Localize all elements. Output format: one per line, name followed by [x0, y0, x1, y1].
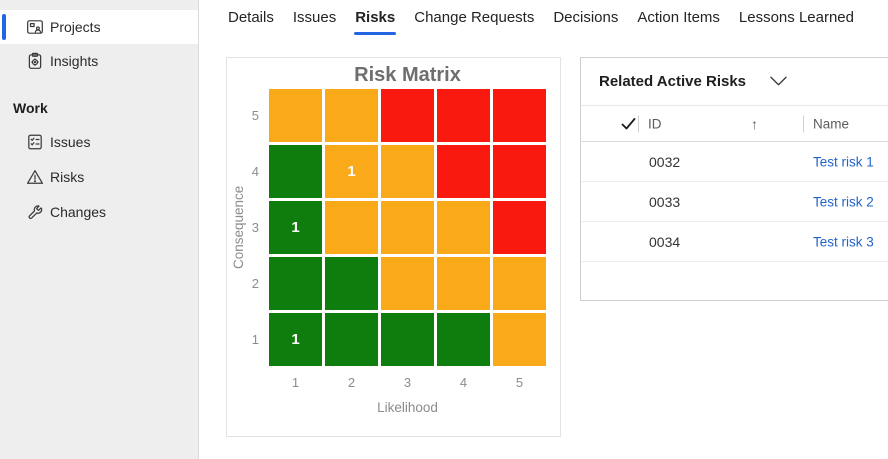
projects-icon [26, 18, 44, 36]
sidebar-item-label: Insights [50, 53, 99, 69]
matrix-cell[interactable] [325, 89, 378, 142]
matrix-cell[interactable] [325, 313, 378, 366]
matrix-cell[interactable] [437, 201, 490, 254]
sidebar-main-nav: Projects Insights [0, 10, 198, 78]
risk-grid-header: ID ↑ Name [581, 105, 888, 142]
related-risks-panel: Related Active Risks ID ↑ Name 0032 Test … [580, 57, 888, 301]
matrix-cell[interactable] [325, 257, 378, 310]
table-row[interactable]: 0032 Test risk 1 [581, 142, 888, 182]
y-tick: 5 [251, 108, 259, 123]
sidebar: Projects Insights Work [0, 0, 199, 459]
cell-count: 1 [291, 219, 300, 236]
matrix-cell[interactable]: 1 [269, 313, 322, 366]
y-tick: 3 [251, 220, 259, 235]
matrix-cell[interactable] [381, 201, 434, 254]
sidebar-item-risks[interactable]: Risks [0, 159, 198, 194]
x-tick: 4 [459, 375, 468, 390]
checkmark-icon[interactable] [621, 117, 636, 131]
tab-risks[interactable]: Risks [354, 9, 397, 35]
related-risks-header: Related Active Risks [581, 58, 888, 91]
risk-name-link[interactable]: Test risk 3 [813, 234, 874, 249]
sidebar-item-changes[interactable]: Changes [0, 194, 198, 229]
tab-bar: Details Issues Risks Change Requests Dec… [228, 8, 873, 35]
y-axis-ticks: 5 4 3 2 1 [227, 89, 259, 369]
x-axis-ticks: 1 2 3 4 5 [269, 375, 546, 390]
matrix-cell[interactable] [437, 89, 490, 142]
table-row[interactable]: 0033 Test risk 2 [581, 182, 888, 222]
matrix-cell[interactable] [437, 145, 490, 198]
matrix-cell[interactable] [437, 257, 490, 310]
matrix-cell[interactable] [493, 313, 546, 366]
tab-decisions[interactable]: Decisions [553, 9, 619, 26]
matrix-cell[interactable] [269, 89, 322, 142]
chevron-down-icon[interactable] [770, 76, 787, 86]
x-tick: 3 [403, 375, 412, 390]
tab-lessons-learned[interactable]: Lessons Learned [738, 9, 854, 26]
cell-count: 1 [291, 331, 300, 348]
y-tick: 1 [251, 332, 259, 347]
y-tick: 4 [251, 164, 259, 179]
matrix-cell[interactable] [381, 313, 434, 366]
column-divider [803, 115, 804, 132]
sidebar-item-label: Risks [50, 168, 85, 185]
matrix-cell[interactable] [493, 89, 546, 142]
table-row[interactable]: 0034 Test risk 3 [581, 222, 888, 262]
tab-action-items[interactable]: Action Items [637, 9, 720, 26]
sidebar-item-insights[interactable]: Insights [0, 44, 198, 78]
matrix-cell[interactable] [325, 201, 378, 254]
chart-title: Risk Matrix [354, 64, 461, 86]
risk-id: 0033 [649, 193, 681, 210]
risk-matrix-grid: 1 1 1 [269, 89, 546, 366]
issues-icon [26, 133, 44, 151]
matrix-cell[interactable] [269, 145, 322, 198]
related-risks-title: Related Active Risks [599, 72, 747, 90]
matrix-cell[interactable]: 1 [325, 145, 378, 198]
matrix-cell[interactable] [381, 89, 434, 142]
tab-change-requests[interactable]: Change Requests [414, 9, 535, 26]
sidebar-item-label: Changes [50, 203, 107, 220]
x-tick: 2 [347, 375, 356, 390]
sidebar-item-label: Projects [50, 19, 101, 35]
insights-icon [26, 52, 44, 70]
matrix-cell[interactable] [381, 257, 434, 310]
tab-details[interactable]: Details [228, 9, 274, 26]
matrix-cell[interactable] [437, 313, 490, 366]
sidebar-work-nav: Issues Risks Changes [0, 124, 198, 229]
sidebar-item-issues[interactable]: Issues [0, 124, 198, 159]
column-header-id[interactable]: ID [648, 116, 662, 131]
risk-id: 0032 [649, 153, 681, 170]
wrench-icon [26, 203, 44, 221]
x-tick: 1 [291, 375, 300, 390]
matrix-cell[interactable] [493, 145, 546, 198]
tab-issues[interactable]: Issues [292, 9, 337, 26]
risk-name-link[interactable]: Test risk 2 [813, 194, 874, 209]
risk-name-link[interactable]: Test risk 1 [813, 154, 874, 169]
x-tick: 5 [515, 375, 524, 390]
matrix-cell[interactable]: 1 [269, 201, 322, 254]
x-axis-label: Likelihood [377, 400, 438, 415]
risk-rows: 0032 Test risk 1 0033 Test risk 2 0034 Test r… [581, 142, 888, 262]
sort-ascending-icon[interactable]: ↑ [751, 115, 758, 132]
column-header-name[interactable]: Name [813, 116, 850, 131]
matrix-cell[interactable] [269, 257, 322, 310]
sidebar-section-work: Work [13, 100, 48, 116]
column-divider [638, 115, 639, 132]
warning-triangle-icon [26, 168, 44, 186]
sidebar-item-label: Issues [50, 133, 91, 150]
y-tick: 2 [251, 276, 259, 291]
matrix-cell[interactable] [493, 257, 546, 310]
matrix-cell[interactable] [381, 145, 434, 198]
risk-id: 0034 [649, 233, 681, 250]
matrix-cell[interactable] [493, 201, 546, 254]
sidebar-item-projects[interactable]: Projects [0, 10, 198, 44]
cell-count: 1 [347, 163, 356, 180]
